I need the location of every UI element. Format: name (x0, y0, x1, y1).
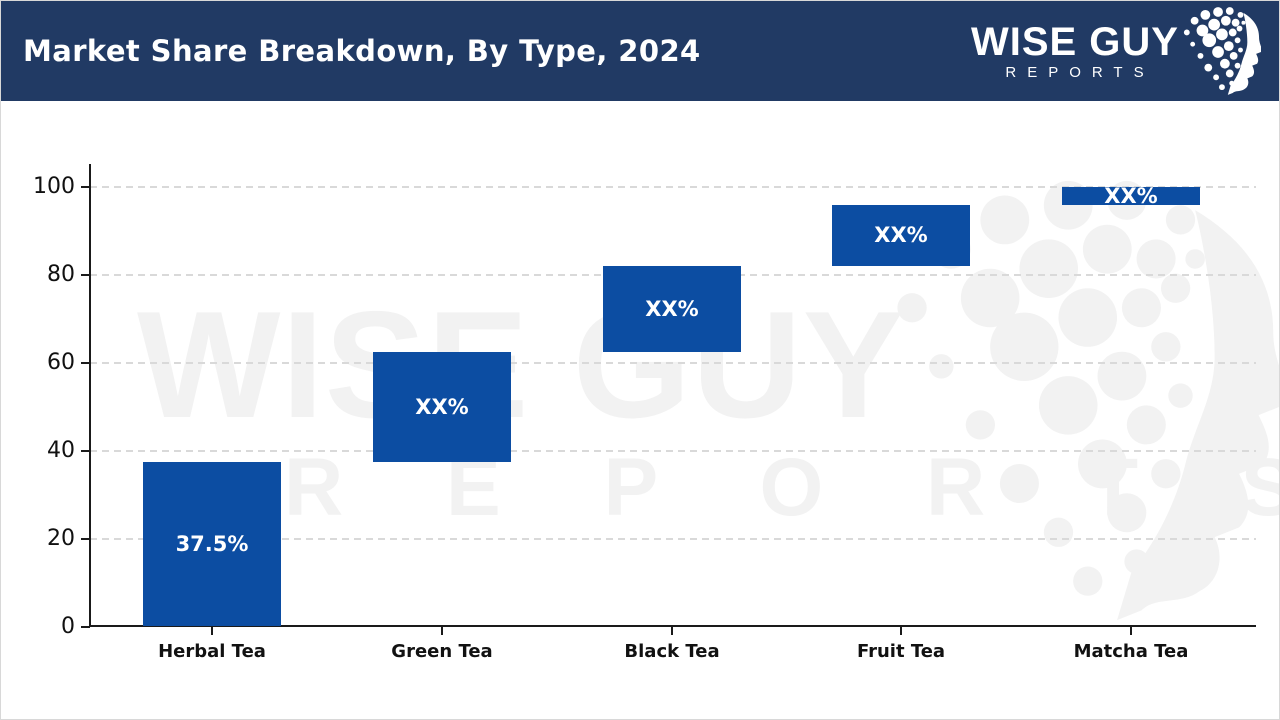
y-tick-40 (81, 449, 90, 452)
bar-black-tea (603, 266, 741, 352)
x-tick-4 (1130, 627, 1132, 635)
x-tick-3 (900, 627, 902, 635)
face-profile-dots-icon (1183, 7, 1261, 95)
watermark-wise-guy: WISE GUY (137, 280, 906, 450)
x-tick-1 (441, 627, 443, 635)
y-tick-0 (81, 625, 90, 628)
wise-guy-reports-logo: WISE GUY REPORTS (971, 7, 1261, 95)
bar-herbal-tea (143, 461, 281, 627)
logo-subtext: REPORTS (1005, 64, 1155, 81)
x-tick-label-3: Fruit Tea (856, 641, 946, 662)
y-tick-label-20: 20 (47, 525, 75, 551)
logo-text: WISE GUY REPORTS (971, 22, 1179, 80)
logo-wordmark: WISE GUY (970, 20, 1179, 64)
x-tick-label-2: Black Tea (624, 641, 720, 662)
y-tick-label-60: 60 (47, 349, 75, 375)
bar-value-label: 37.5% (175, 532, 249, 557)
x-tick-label-1: Green Tea (391, 641, 493, 662)
y-tick-20 (81, 537, 90, 540)
gridline-y-60 (90, 361, 1256, 364)
bar-value-label: XX% (645, 297, 699, 322)
header-bar: Market Share Breakdown, By Type, 2024 WI… (1, 1, 1279, 101)
y-tick-100 (81, 186, 90, 189)
x-tick-label-4: Matcha Tea (1073, 641, 1189, 662)
x-tick-0 (211, 627, 213, 635)
x-tick-label-0: Herbal Tea (158, 641, 266, 662)
bar-fruit-tea (832, 204, 970, 267)
bar-value-label: XX% (1104, 183, 1158, 208)
bar-green-tea (373, 351, 511, 462)
y-tick-label-100: 100 (33, 174, 75, 200)
gridline-y-20 (90, 537, 1256, 540)
y-tick-label-0: 0 (61, 613, 75, 639)
bar-matcha-tea (1062, 187, 1200, 205)
gridline-y-100 (90, 186, 1256, 189)
y-tick-80 (81, 273, 90, 276)
bar-value-label: XX% (415, 394, 469, 419)
y-tick-label-80: 80 (47, 261, 75, 287)
bar-value-label: XX% (874, 223, 928, 248)
y-axis-line (89, 164, 91, 627)
page-title: Market Share Breakdown, By Type, 2024 (23, 34, 701, 68)
x-axis-line (89, 625, 1256, 627)
y-tick-60 (81, 361, 90, 364)
x-tick-2 (671, 627, 673, 635)
y-tick-label-40: 40 (47, 437, 75, 463)
gridline-y-40 (90, 449, 1256, 452)
